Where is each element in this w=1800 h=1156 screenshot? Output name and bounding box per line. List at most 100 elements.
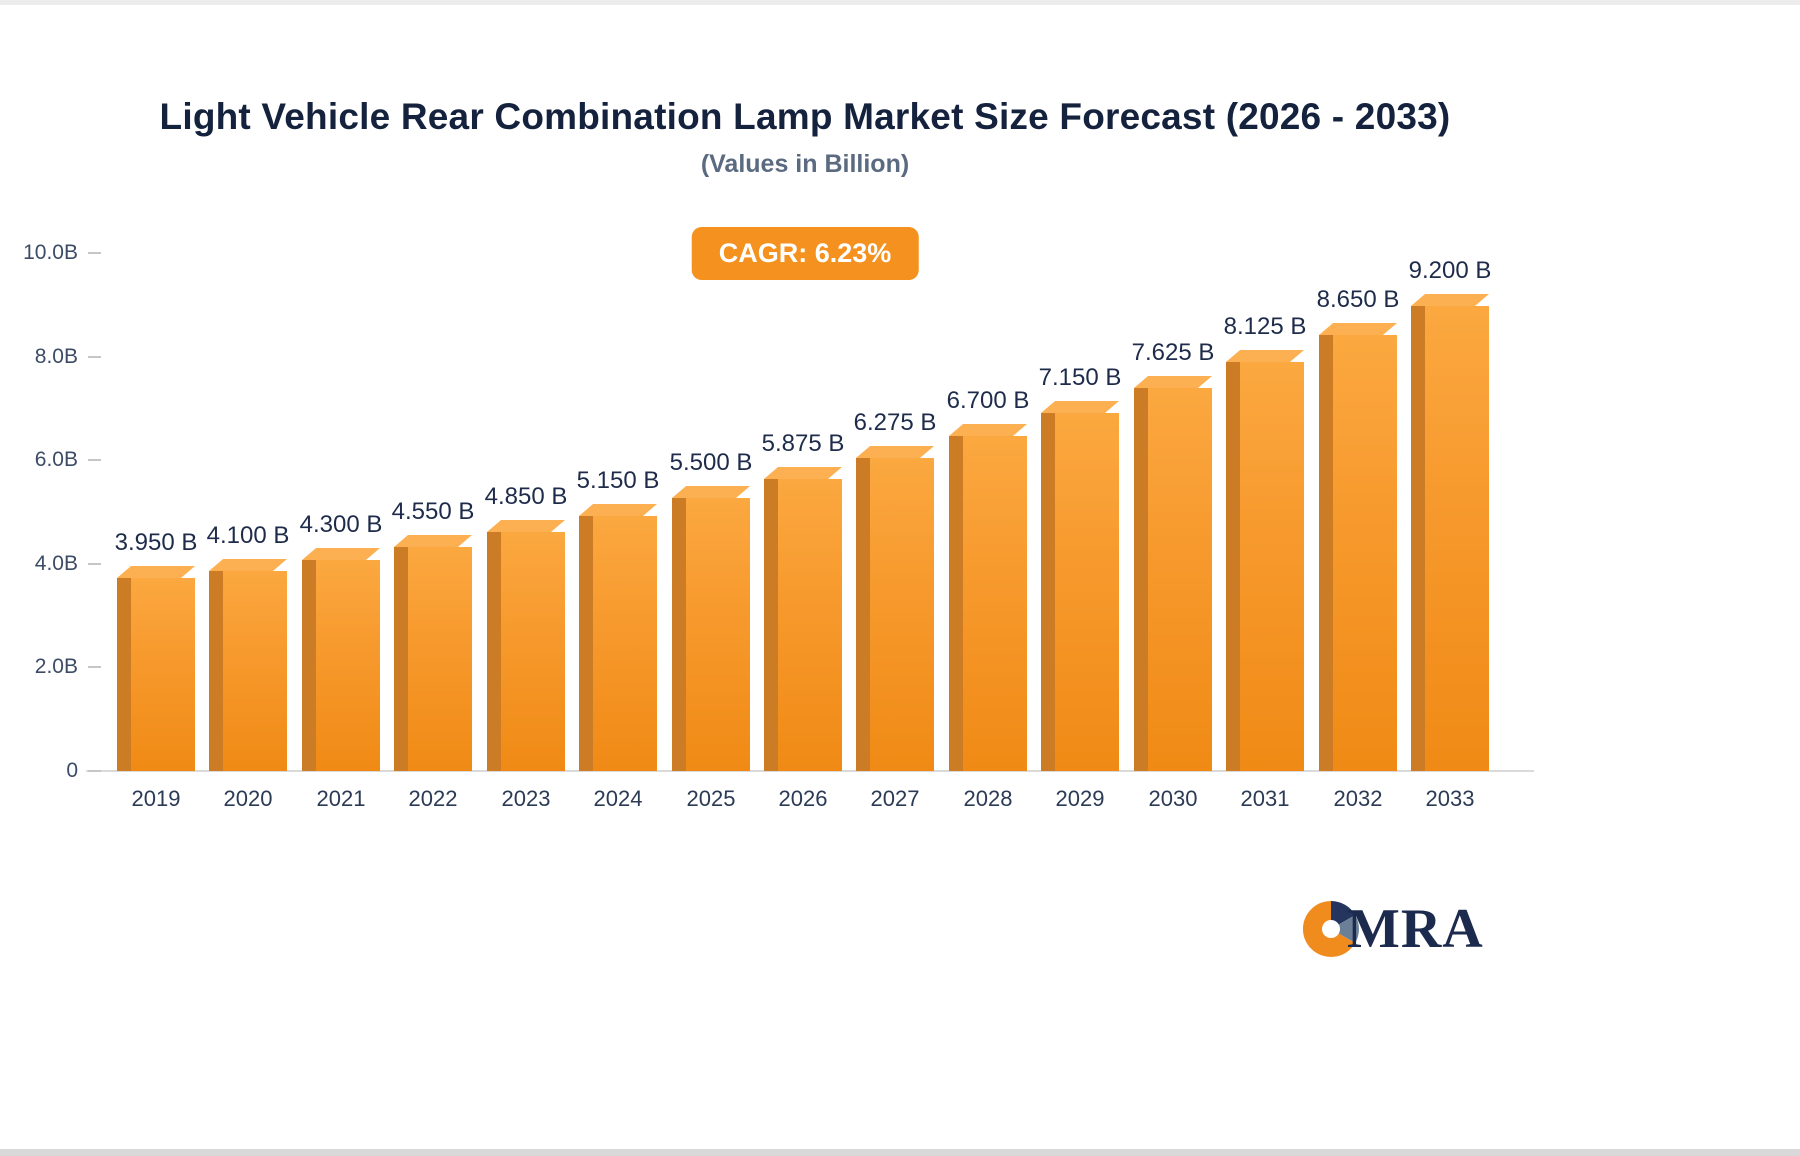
bar-2027 [856,446,934,771]
x-axis-year-label: 2024 [593,786,643,811]
x-axis-year-label: 2027 [870,786,920,811]
y-axis-tick-label: 6.0B [34,448,78,472]
y-axis-tick-mark [88,562,101,565]
x-axis-year-label: 2020 [223,786,273,811]
bar-2031 [1226,350,1304,771]
bar-front-face [223,571,287,771]
bar-front-face [1333,335,1397,771]
bar-2026 [764,467,842,771]
bar-top-face [1226,350,1304,362]
bar-2021 [302,548,380,771]
y-axis-tick-label: 8.0B [34,344,78,368]
y-axis-tick-mark [88,666,101,669]
bar-value-label: 4.850 B [484,483,568,510]
bar-side-face [1041,413,1055,771]
x-axis-year-label: 2033 [1425,786,1475,811]
bar-value-label: 7.625 B [1131,339,1215,366]
bar-value-label: 8.650 B [1316,286,1400,313]
cagr-badge: CAGR: 6.23% [691,227,919,280]
bar-value-label: 5.500 B [669,449,753,476]
logo-text: MRA [1347,898,1484,960]
bar-side-face [579,516,593,771]
bar-front-face [870,458,934,771]
x-axis-year-label: 2029 [1055,786,1105,811]
bar-front-face [963,436,1027,771]
bar-top-face [117,566,195,578]
bar-2023 [487,520,565,771]
bar-top-face [764,467,842,479]
y-axis-tick-label: 4.0B [34,551,78,575]
bar-2024 [579,504,657,771]
bar-value-label: 4.100 B [206,522,290,549]
bar-value-label: 5.875 B [761,430,845,457]
bar-side-face [209,571,223,771]
x-axis-year-label: 2032 [1333,786,1383,811]
x-axis-year-label: 2022 [408,786,458,811]
x-axis-year-label: 2023 [501,786,551,811]
bar-value-label: 9.200 B [1408,257,1492,284]
y-axis-tick-label: 2.0B [34,655,78,679]
bar-2022 [394,535,472,771]
bar-front-face [778,479,842,771]
bar-top-face [1134,376,1212,388]
bar-top-face [856,446,934,458]
x-axis-year-label: 2028 [963,786,1013,811]
y-axis-tick-mark [88,770,101,772]
bar-value-label: 3.950 B [114,529,198,556]
bar-side-face [672,498,686,771]
x-axis-line [86,770,1534,772]
bar-top-face [302,548,380,560]
bar-side-face [949,436,963,771]
chart-subtitle: (Values in Billion) [700,150,910,178]
bar-top-face [209,559,287,571]
y-axis-tick-mark [88,355,101,358]
bar-front-face [1425,306,1489,771]
bar-value-label: 8.125 B [1223,313,1307,340]
bar-2033 [1411,294,1489,771]
y-axis-tick-label: 10.0B [23,241,78,264]
bar-value-label: 4.300 B [299,511,383,538]
bar-side-face [1226,362,1240,771]
bar-front-face [1148,388,1212,771]
bar-top-face [487,520,565,532]
bar-side-face [1319,335,1333,771]
y-axis-tick-label: 0 [66,759,78,782]
bar-side-face [302,560,316,771]
x-axis-year-label: 2031 [1240,786,1290,811]
bar-2019 [117,566,195,771]
bar-top-face [949,424,1027,436]
x-axis-year-label: 2030 [1148,786,1198,811]
bar-2020 [209,559,287,771]
bar-front-face [408,547,472,771]
logo: MRA [1302,896,1484,962]
bar-front-face [316,560,380,771]
bar-front-face [501,532,565,771]
bar-side-face [1411,306,1425,771]
top-edge-strip [0,0,1800,5]
bar-side-face [764,479,778,771]
bar-side-face [1134,388,1148,771]
x-axis-year-label: 2021 [316,786,366,811]
bar-side-face [856,458,870,771]
bar-top-face [672,486,750,498]
bar-2032 [1319,323,1397,771]
bar-side-face [394,547,408,771]
bar-value-label: 4.550 B [391,498,475,525]
bar-top-face [394,535,472,547]
logo-pie-icon [1302,900,1359,957]
bar-value-label: 7.150 B [1038,364,1122,391]
bar-front-face [131,578,195,771]
bar-front-face [1055,413,1119,771]
bar-front-face [686,498,750,771]
x-axis-year-label: 2025 [686,786,736,811]
y-axis-tick-mark [88,252,101,254]
bar-top-face [579,504,657,516]
bar-front-face [593,516,657,771]
bar-top-face [1411,294,1489,306]
x-axis-year-label: 2026 [778,786,828,811]
bar-value-label: 6.700 B [946,387,1030,414]
bottom-edge-strip [0,1149,1800,1156]
bar-side-face [487,532,501,771]
